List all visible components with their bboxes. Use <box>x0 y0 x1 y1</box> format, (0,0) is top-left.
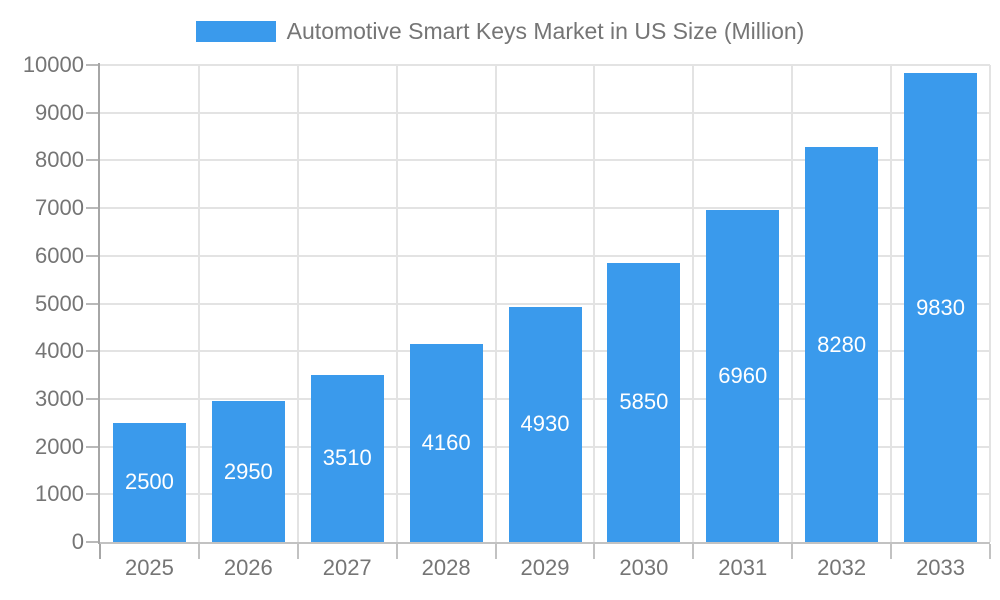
x-tick <box>890 544 893 559</box>
legend[interactable]: Automotive Smart Keys Market in US Size … <box>0 17 1000 45</box>
y-tick <box>86 493 98 496</box>
x-axis-line <box>100 542 990 544</box>
y-tick <box>86 111 98 114</box>
x-tick-label: 2025 <box>124 555 174 580</box>
x-tick-label: 2028 <box>421 555 471 580</box>
bar-2032[interactable]: 8280 <box>805 147 879 542</box>
x-gridline <box>791 65 794 542</box>
y-tick-label: 6000 <box>35 242 84 268</box>
y-gridline <box>100 207 990 210</box>
x-gridline <box>890 65 893 542</box>
bar-value-label: 2950 <box>223 458 273 484</box>
y-tick-label: 4000 <box>35 338 84 364</box>
bar-2029[interactable]: 4930 <box>508 306 582 542</box>
y-tick-label: 1000 <box>35 481 84 507</box>
bar-2028[interactable]: 4160 <box>409 343 483 542</box>
bar-value-label: 6960 <box>718 362 768 388</box>
y-tick-label: 10000 <box>22 52 84 77</box>
y-tick <box>86 64 98 66</box>
bar-value-label: 8280 <box>817 331 867 357</box>
x-tick <box>296 544 299 559</box>
y-tick <box>86 397 98 400</box>
plot-area: 0 1000 2000 3000 4000 5000 6000 7000 8000 9000 100… <box>23 52 991 580</box>
x-tick-label: 2031 <box>718 555 768 580</box>
bar-value-label: 4930 <box>520 411 570 437</box>
x-gridline <box>593 65 596 542</box>
y-tick <box>86 159 98 162</box>
x-gridline <box>296 65 299 542</box>
x-tick <box>494 544 497 559</box>
bar-value-label: 2500 <box>124 469 174 495</box>
x-tick <box>593 544 596 559</box>
x-tick-label: 2030 <box>619 555 669 580</box>
x-gridline <box>395 65 398 542</box>
x-tick first <box>99 544 101 559</box>
x-gridline <box>494 65 497 542</box>
bar-2027[interactable]: 3510 <box>310 374 384 542</box>
y-gridline <box>100 111 990 114</box>
y-tick-label: 0 <box>71 529 84 554</box>
y-gridline <box>100 64 990 66</box>
y-axis-line <box>98 63 100 544</box>
legend-swatch <box>195 20 276 42</box>
y-tick <box>86 541 98 543</box>
y-tick <box>86 254 98 257</box>
y-tick-label: 7000 <box>35 195 84 221</box>
legend-label: Automotive Smart Keys Market in US Size … <box>286 17 805 44</box>
y-tick-label: 9000 <box>35 99 84 125</box>
y-tick-label: 5000 <box>35 290 84 316</box>
bar-2031[interactable]: 6960 <box>706 210 780 542</box>
x-gridline <box>989 65 991 542</box>
y-tick <box>86 445 98 448</box>
y-gridline <box>100 302 990 305</box>
bar-value-label: 4160 <box>421 429 471 455</box>
bar-value-label: 3510 <box>322 445 372 471</box>
x-gridline <box>197 65 200 542</box>
y-tick-label: 8000 <box>35 147 84 173</box>
y-tick <box>86 302 98 305</box>
x-tick-label: 2032 <box>817 555 867 580</box>
x-tick <box>395 544 398 559</box>
x-tick-label: 2026 <box>223 555 273 580</box>
bar-2026[interactable]: 2950 <box>211 401 285 542</box>
bar-2030[interactable]: 5850 <box>607 262 681 542</box>
bar-value-label: 9830 <box>916 294 966 320</box>
x-tick <box>197 544 200 559</box>
x-tick <box>989 544 991 559</box>
y-gridline <box>100 254 990 257</box>
x-tick-label: 2027 <box>322 555 372 580</box>
y-tick <box>86 350 98 353</box>
y-gridline <box>100 159 990 162</box>
bar-value-label: 5850 <box>619 389 669 415</box>
y-tick-label: 2000 <box>35 433 84 459</box>
x-tick-label: 2033 <box>916 555 966 580</box>
bar-2025[interactable]: 2500 <box>112 422 186 542</box>
bar-2033[interactable]: 9830 <box>904 73 978 542</box>
y-tick <box>86 207 98 210</box>
x-tick-label: 2029 <box>520 555 570 580</box>
x-tick <box>791 544 794 559</box>
x-tick <box>692 544 695 559</box>
x-gridline <box>692 65 695 542</box>
y-tick-label: 3000 <box>35 385 84 411</box>
